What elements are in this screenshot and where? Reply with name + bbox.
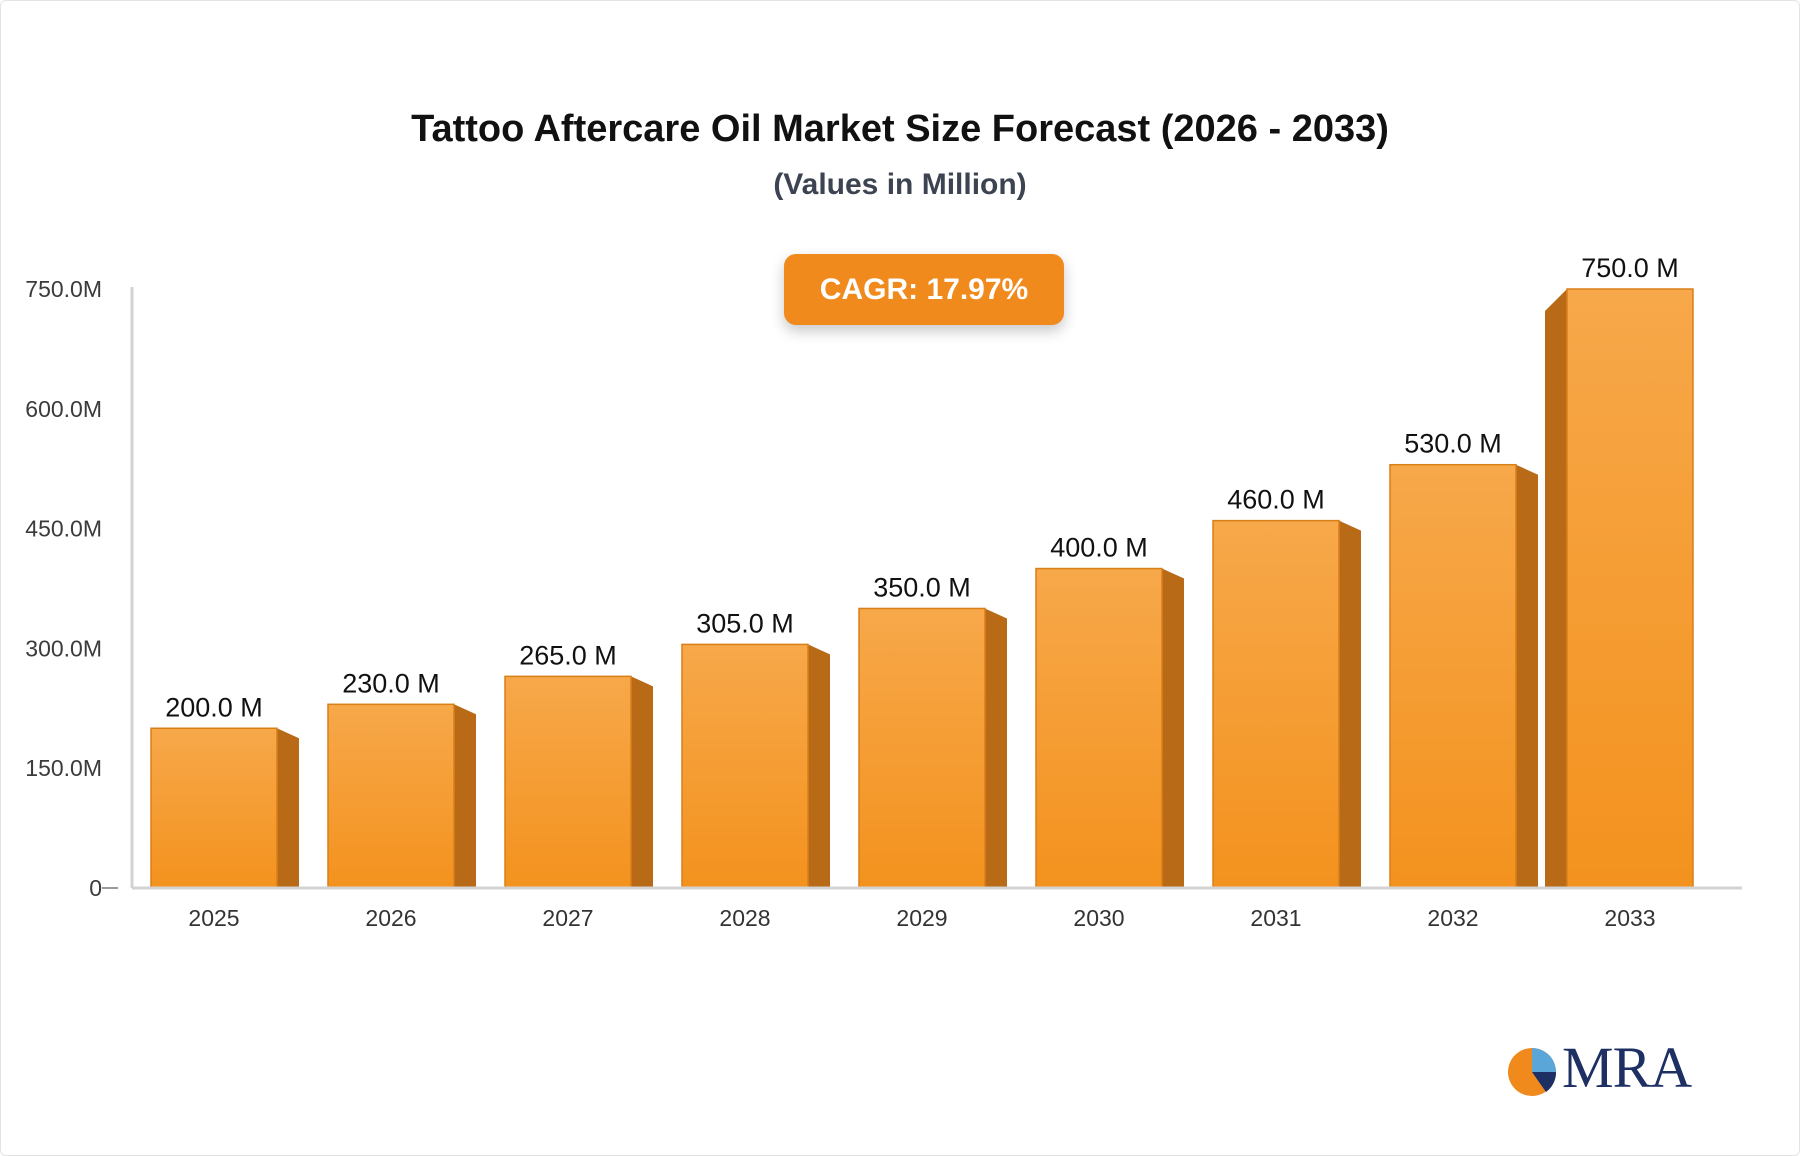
data-label: 230.0 M [342, 668, 440, 698]
y-tick-label: 750.0M [25, 276, 102, 302]
x-tick-label: 2028 [719, 905, 770, 931]
x-tick-label: 2033 [1604, 905, 1655, 931]
bars-group [150, 288, 1694, 889]
bar [858, 607, 986, 889]
bar-side [1339, 520, 1361, 888]
x-tick-label: 2026 [365, 905, 416, 931]
cagr-badge: CAGR: 17.97% [784, 254, 1064, 325]
bar-side [454, 704, 476, 888]
data-label: 750.0 M [1581, 253, 1679, 283]
data-label: 305.0 M [696, 608, 794, 638]
data-label: 265.0 M [519, 640, 617, 670]
x-tick-label: 2027 [542, 905, 593, 931]
bar-side [808, 644, 830, 888]
x-tick-label: 2032 [1427, 905, 1478, 931]
data-label: 460.0 M [1227, 485, 1325, 515]
y-tick-label: 600.0M [25, 396, 102, 422]
data-label: 200.0 M [165, 692, 263, 722]
bar [1566, 288, 1694, 889]
bar [1389, 463, 1517, 889]
bar-side [985, 608, 1007, 888]
axes-group [102, 287, 1742, 890]
chart-title: Tattoo Aftercare Oil Market Size Forecas… [411, 108, 1389, 150]
y-tick-label: 300.0M [25, 635, 102, 661]
logo-pie-icon [1508, 1048, 1557, 1096]
data-label: 350.0 M [873, 572, 971, 602]
bar [150, 727, 278, 889]
logo-text: MRA [1562, 1035, 1692, 1100]
chart-subtitle: (Values in Million) [773, 168, 1027, 201]
y-tick-label: 450.0M [25, 516, 102, 542]
y-tick-label: 0 [89, 875, 102, 901]
y-tick-label: 150.0M [25, 755, 102, 781]
bar [504, 675, 632, 889]
x-tick-label: 2025 [188, 905, 239, 931]
bar [1212, 519, 1340, 889]
x-tick-label: 2029 [896, 905, 947, 931]
bar [1035, 567, 1163, 889]
data-label: 530.0 M [1404, 429, 1502, 459]
labels-group: 0 150.0M 300.0M 450.0M 600.0M 750.0M 200.0 M 20… [25, 253, 1679, 931]
x-tick-label: 2031 [1250, 905, 1301, 931]
bar [681, 643, 809, 889]
bar [327, 703, 455, 889]
bar-side [631, 676, 653, 888]
mra-logo: MRA [1506, 1036, 1696, 1100]
bar-side [1162, 568, 1184, 888]
bar-side [1545, 289, 1567, 888]
data-label: 400.0 M [1050, 533, 1148, 563]
bar-side [1516, 464, 1538, 888]
bar-side [277, 728, 299, 888]
x-tick-label: 2030 [1073, 905, 1124, 931]
